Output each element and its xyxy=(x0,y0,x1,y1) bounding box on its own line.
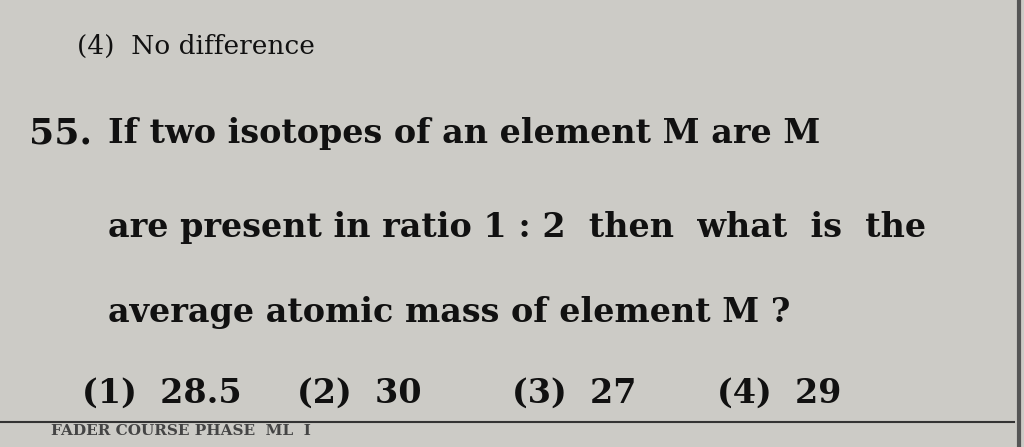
Text: 55.: 55. xyxy=(29,116,92,150)
Text: (4)  29: (4) 29 xyxy=(717,376,841,409)
Text: are present in ratio 1 : 2  then  what  is  the: are present in ratio 1 : 2 then what is … xyxy=(108,211,926,244)
Text: (1)  28.5: (1) 28.5 xyxy=(82,376,242,409)
Text: (3)  27: (3) 27 xyxy=(512,376,637,409)
Text: average atomic mass of element M ?: average atomic mass of element M ? xyxy=(108,296,790,329)
Text: (4)  No difference: (4) No difference xyxy=(77,34,314,59)
Text: (2)  30: (2) 30 xyxy=(297,376,422,409)
Text: FADER COURSE PHASE  ML  I: FADER COURSE PHASE ML I xyxy=(51,424,311,438)
Text: If two isotopes of an element M are M: If two isotopes of an element M are M xyxy=(108,117,820,150)
